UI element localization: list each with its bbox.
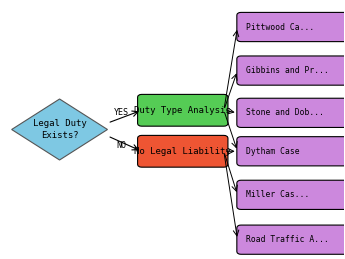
Text: Miller Cas...: Miller Cas... [246, 190, 309, 199]
FancyBboxPatch shape [237, 137, 345, 166]
FancyBboxPatch shape [237, 12, 345, 42]
Text: Pittwood Ca...: Pittwood Ca... [246, 23, 314, 32]
FancyBboxPatch shape [237, 98, 345, 127]
Text: NO: NO [116, 141, 126, 150]
FancyBboxPatch shape [237, 56, 345, 85]
FancyBboxPatch shape [138, 135, 228, 167]
Text: Stone and Dob...: Stone and Dob... [246, 108, 324, 117]
Text: Gibbins and Pr...: Gibbins and Pr... [246, 66, 329, 75]
Text: Dytham Case: Dytham Case [246, 147, 300, 156]
Polygon shape [12, 99, 108, 160]
Text: Duty Type Analysis: Duty Type Analysis [135, 106, 231, 115]
FancyBboxPatch shape [237, 180, 345, 210]
FancyBboxPatch shape [237, 225, 345, 254]
FancyBboxPatch shape [138, 94, 228, 126]
Text: No Legal Liability: No Legal Liability [135, 147, 231, 156]
Text: Legal Duty
Exists?: Legal Duty Exists? [33, 119, 87, 140]
Text: Road Traffic A...: Road Traffic A... [246, 235, 329, 244]
Text: YES: YES [114, 108, 129, 117]
